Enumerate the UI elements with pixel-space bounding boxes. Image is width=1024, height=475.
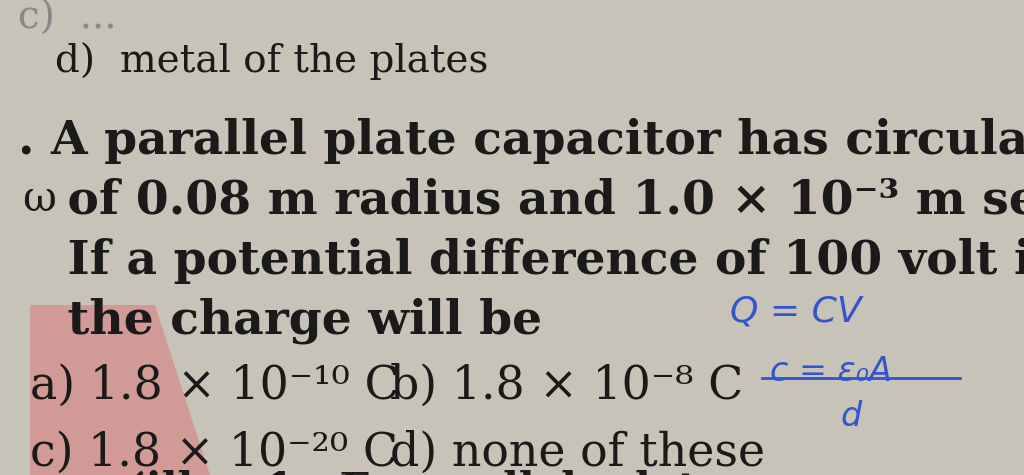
- Text: c) 1.8 × 10⁻²⁰ C: c) 1.8 × 10⁻²⁰ C: [30, 430, 398, 475]
- Text: If a potential difference of 100 volt is applied,: If a potential difference of 100 volt is…: [18, 238, 1024, 284]
- Text: of 0.08 m radius and 1.0 × 10⁻³ m separation.: of 0.08 m radius and 1.0 × 10⁻³ m separa…: [18, 178, 1024, 224]
- Text: b) 1.8 × 10⁻⁸ C: b) 1.8 × 10⁻⁸ C: [390, 363, 743, 408]
- Text: a) 1.8 × 10⁻¹⁰ C: a) 1.8 × 10⁻¹⁰ C: [30, 363, 399, 408]
- Text: d)  metal of the plates: d) metal of the plates: [55, 42, 488, 80]
- Text: Q = CV: Q = CV: [730, 295, 861, 329]
- Text: d: d: [840, 400, 861, 433]
- Text: ω: ω: [22, 178, 56, 220]
- Polygon shape: [30, 305, 210, 475]
- Text: c = ε₀A: c = ε₀A: [770, 355, 892, 388]
- Text: the charge will be: the charge will be: [18, 298, 542, 344]
- Text: ‘ill     1 nF  parallel  plate: ‘ill 1 nF parallel plate: [30, 470, 724, 475]
- Text: c)  ...: c) ...: [18, 0, 117, 37]
- Text: d) none of these: d) none of these: [390, 430, 765, 475]
- Text: . A parallel plate capacitor has circular plates: . A parallel plate capacitor has circula…: [18, 118, 1024, 164]
